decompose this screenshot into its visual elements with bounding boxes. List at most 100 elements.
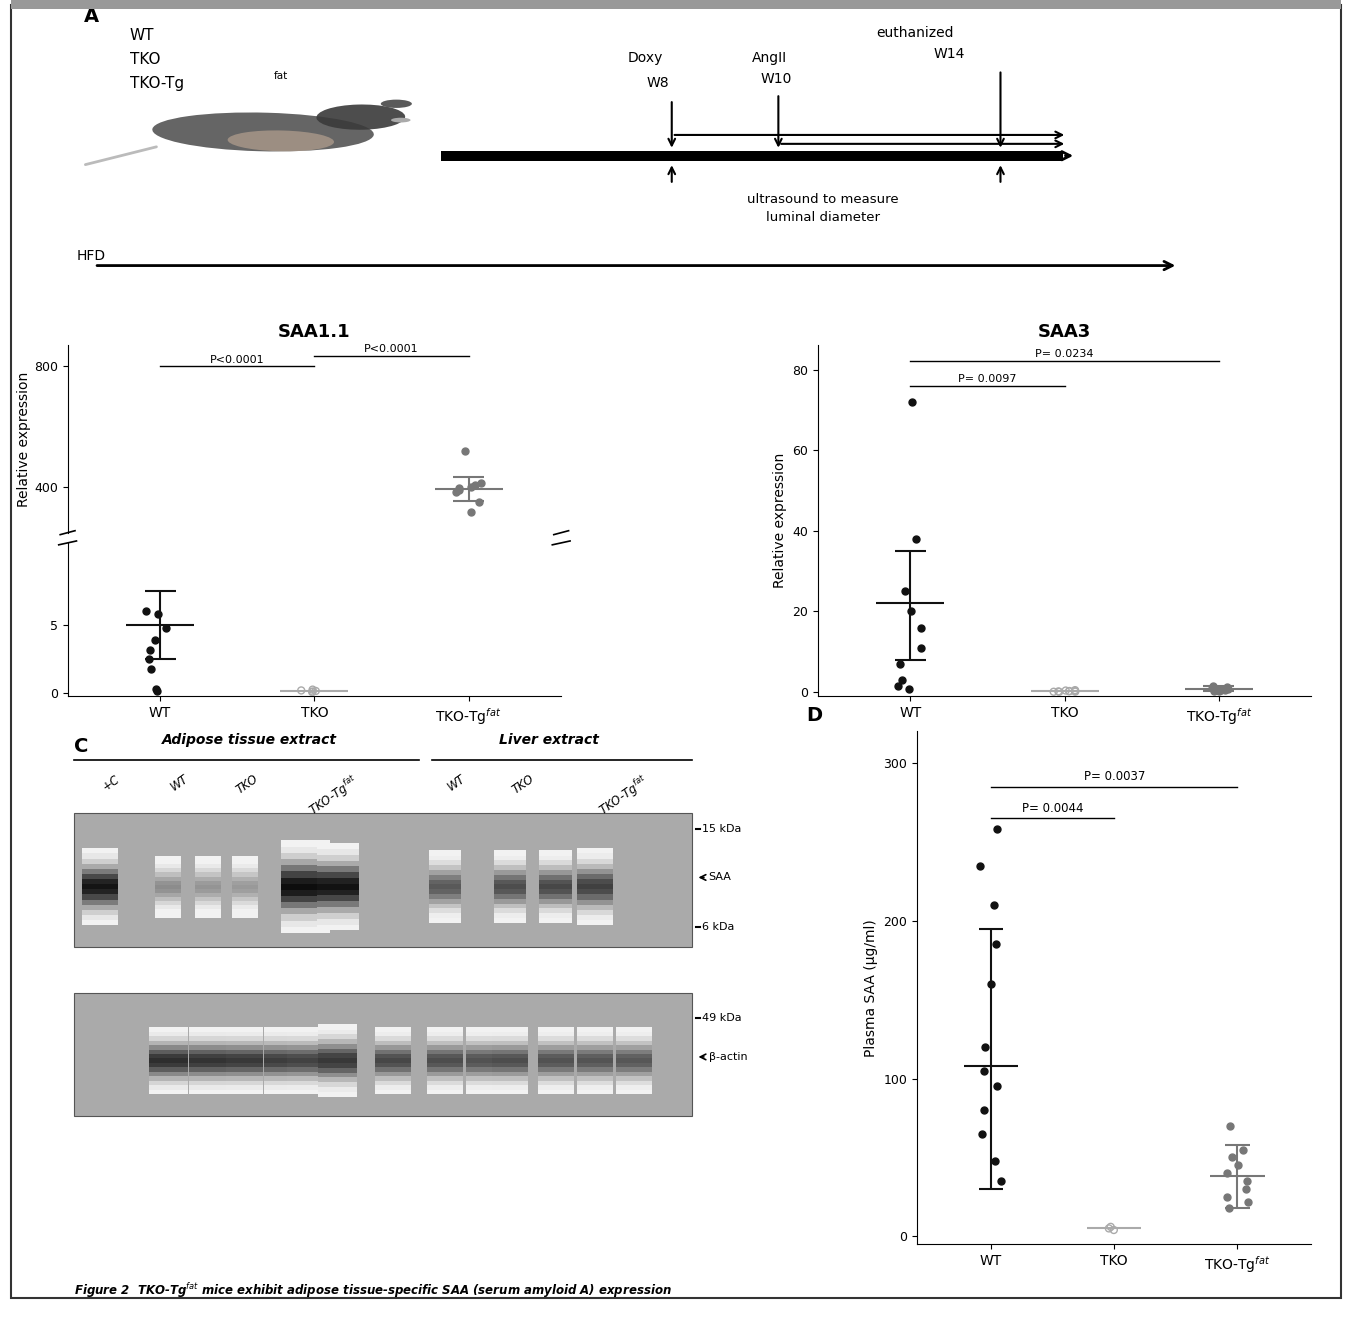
Bar (318, 1039, 357, 1044)
Bar (466, 1063, 502, 1067)
Point (973, 1060, 995, 1081)
Bar (226, 1063, 262, 1067)
Bar (577, 883, 612, 890)
Text: Adipose tissue extract: Adipose tissue extract (162, 734, 338, 747)
Bar (375, 1071, 411, 1076)
Bar (538, 1035, 573, 1040)
Text: A: A (84, 7, 99, 26)
Bar (427, 1089, 462, 1093)
Bar (577, 894, 612, 899)
Text: TKO: TKO (130, 52, 161, 67)
Bar (231, 876, 258, 880)
Bar (577, 1080, 612, 1085)
Bar (617, 1035, 652, 1040)
Bar (429, 855, 461, 861)
Ellipse shape (381, 99, 412, 108)
Point (1232, 1140, 1253, 1161)
Bar (466, 1027, 502, 1031)
Bar (226, 1058, 262, 1063)
Bar (538, 1050, 573, 1054)
Bar (264, 1071, 300, 1076)
Bar (264, 1040, 300, 1046)
Text: HFD: HFD (77, 249, 105, 263)
Bar (231, 884, 258, 888)
Bar (149, 1054, 188, 1059)
Bar (82, 894, 118, 899)
Bar (195, 863, 220, 869)
Bar (493, 870, 526, 875)
Text: TKO-Tg$^{fat}$: TKO-Tg$^{fat}$ (595, 772, 652, 821)
Point (980, 973, 1002, 994)
Bar (617, 1089, 652, 1093)
Bar (538, 1044, 573, 1050)
Bar (318, 1077, 357, 1083)
Bar (429, 865, 461, 870)
Bar (577, 874, 612, 879)
Bar (577, 863, 612, 869)
Bar (155, 914, 181, 917)
Bar (577, 858, 612, 863)
Point (301, 681, 323, 702)
Bar (539, 879, 572, 884)
Bar (492, 1080, 529, 1085)
Bar (264, 1067, 300, 1072)
Bar (538, 1054, 573, 1059)
Bar (492, 1084, 529, 1089)
Point (301, 682, 323, 703)
Bar (149, 1031, 188, 1036)
Bar (617, 1080, 652, 1085)
Bar (231, 855, 258, 861)
Ellipse shape (227, 131, 334, 151)
Bar (264, 1044, 300, 1050)
Bar (82, 883, 118, 890)
Bar (617, 1084, 652, 1089)
Bar (316, 895, 358, 902)
Bar (577, 910, 612, 915)
Bar (74, 813, 692, 947)
Bar (195, 884, 220, 888)
Point (1042, 681, 1064, 702)
Bar (492, 1044, 529, 1050)
Bar (577, 1063, 612, 1067)
Point (464, 475, 485, 496)
Bar (149, 1040, 188, 1046)
Bar (538, 1027, 573, 1031)
Text: TKO: TKO (510, 772, 537, 797)
Point (145, 678, 166, 699)
Text: P= 0.0044: P= 0.0044 (1022, 802, 1083, 816)
Point (1064, 680, 1086, 701)
Bar (318, 1052, 357, 1058)
Point (900, 391, 922, 412)
Bar (539, 865, 572, 870)
Bar (316, 890, 358, 895)
Bar (74, 993, 692, 1116)
Bar (149, 1063, 188, 1067)
Point (986, 818, 1007, 839)
Bar (617, 1027, 652, 1031)
Bar (318, 1029, 357, 1034)
Bar (492, 1076, 529, 1080)
Point (911, 637, 933, 658)
Bar (281, 883, 330, 890)
Bar (617, 1040, 652, 1046)
Bar (155, 873, 181, 876)
Bar (375, 1080, 411, 1085)
Text: P= 0.0234: P= 0.0234 (1036, 349, 1094, 360)
Bar (149, 1071, 188, 1076)
Bar (189, 1084, 226, 1089)
Bar (155, 888, 181, 892)
Bar (539, 884, 572, 890)
Point (984, 1150, 1006, 1171)
Text: 6 kDa: 6 kDa (702, 921, 734, 932)
Bar (82, 915, 118, 920)
Bar (427, 1076, 462, 1080)
Text: β-actin: β-actin (708, 1052, 748, 1062)
Bar (493, 865, 526, 870)
Bar (281, 871, 330, 878)
Bar (427, 1071, 462, 1076)
Bar (375, 1035, 411, 1040)
Bar (429, 912, 461, 917)
Bar (281, 914, 330, 920)
Bar (429, 884, 461, 890)
Bar (316, 854, 358, 861)
